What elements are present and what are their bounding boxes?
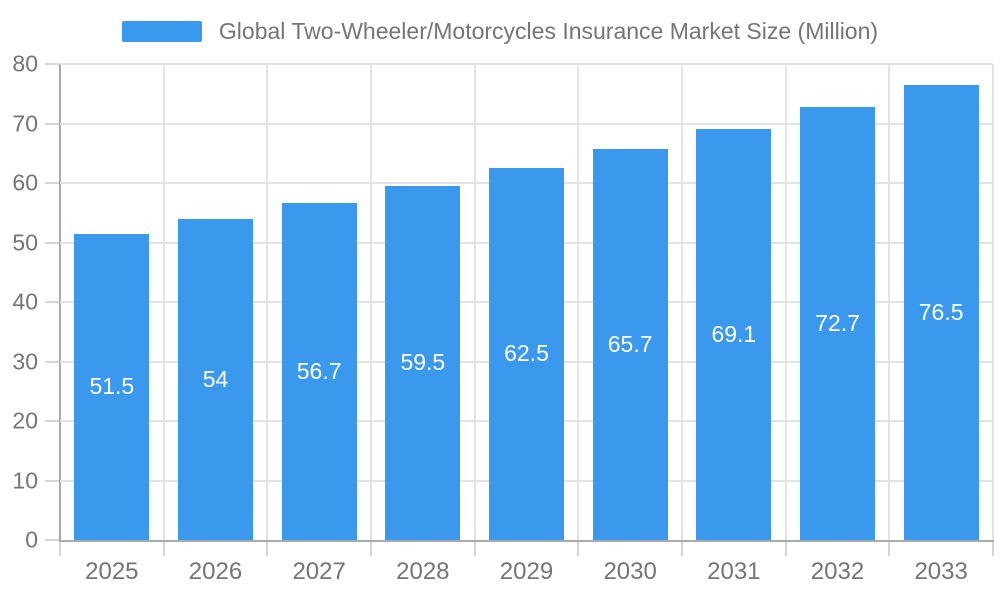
y-axis-label-60: 60	[12, 169, 38, 196]
bar-value-label-2030: 65.7	[607, 330, 653, 357]
bar-2030[interactable]: 65.7	[592, 149, 668, 540]
v-gridline-4	[473, 64, 476, 540]
y-axis-label-40: 40	[12, 288, 38, 315]
x-axis-tick-0	[59, 542, 61, 556]
y-axis-line	[59, 64, 61, 542]
y-axis-tick-50	[45, 241, 59, 244]
plot-area: 51.5 54 56.7 59.5 62.5 65.7 69.1 72.7 76.5	[60, 63, 994, 540]
x-axis-line	[59, 540, 994, 542]
bar-value-label-2033: 76.5	[918, 298, 964, 325]
x-axis-tick-4	[473, 542, 476, 556]
y-axis-tick-20	[45, 420, 59, 422]
y-axis-label-0: 0	[25, 526, 38, 553]
bar-2031[interactable]: 69.1	[696, 128, 772, 540]
bar-value-label-2026: 54	[202, 365, 229, 392]
x-axis-tick-2	[266, 542, 269, 556]
h-gridline-80	[60, 63, 993, 65]
y-axis-tick-0	[45, 539, 59, 541]
x-axis-label-2033: 2033	[914, 558, 968, 585]
x-axis-label-2029: 2029	[499, 558, 554, 585]
bar-2032[interactable]: 72.7	[800, 107, 875, 540]
x-axis-tick-9	[992, 542, 994, 556]
x-axis-tick-7	[784, 542, 787, 556]
x-axis-label-2028: 2028	[396, 558, 450, 585]
y-axis-label-50: 50	[12, 228, 38, 255]
v-gridline-2	[266, 64, 269, 540]
x-axis-label-2031: 2031	[707, 558, 761, 585]
v-gridline-7	[784, 64, 787, 540]
y-axis-label-70: 70	[12, 109, 38, 136]
v-gridline-1	[162, 64, 165, 540]
h-gridline-70	[60, 122, 993, 125]
x-axis-tick-5	[577, 542, 580, 556]
x-axis-tick-6	[681, 542, 683, 556]
bar-value-label-2031: 69.1	[711, 320, 757, 347]
y-axis-tick-60	[45, 182, 59, 184]
y-axis-label-80: 80	[12, 50, 38, 77]
v-gridline-5	[577, 64, 580, 540]
bar-2025[interactable]: 51.5	[74, 233, 150, 540]
x-axis-label-2026: 2026	[188, 558, 243, 585]
y-axis-label-10: 10	[12, 466, 38, 493]
bar-value-label-2032: 72.7	[815, 310, 860, 337]
x-axis-label-2027: 2027	[292, 558, 346, 585]
y-axis-tick-40	[45, 301, 59, 303]
y-axis-label-30: 30	[12, 347, 38, 374]
x-axis-tick-8	[888, 542, 891, 556]
bar-value-label-2027: 56.7	[296, 357, 342, 384]
y-axis-tick-10	[45, 479, 59, 482]
bar-2029[interactable]: 62.5	[489, 168, 564, 540]
v-gridline-8	[888, 64, 891, 540]
y-axis-label-20: 20	[12, 407, 38, 434]
x-axis-label-2025: 2025	[85, 558, 139, 585]
y-axis-tick-30	[45, 360, 59, 363]
bar-value-label-2028: 59.5	[400, 349, 446, 376]
v-gridline-3	[370, 64, 372, 540]
bar-2033[interactable]: 76.5	[903, 84, 979, 540]
legend-label: Global Two-Wheeler/Motorcycles Insurance…	[218, 18, 879, 44]
y-axis-tick-80	[45, 63, 59, 65]
legend[interactable]: Global Two-Wheeler/Motorcycles Insurance…	[0, 18, 1000, 44]
bar-value-label-2029: 62.5	[504, 340, 549, 367]
v-gridline-9	[992, 64, 994, 540]
bar-value-label-2025: 51.5	[89, 373, 135, 400]
v-gridline-6	[681, 64, 683, 540]
x-axis-label-2030: 2030	[603, 558, 657, 585]
bar-2028[interactable]: 59.5	[385, 185, 461, 540]
x-axis-label-2032: 2032	[810, 558, 865, 585]
bar-2027[interactable]: 56.7	[281, 202, 357, 540]
bar-2026[interactable]: 54	[178, 218, 253, 540]
x-axis-tick-3	[370, 542, 372, 556]
y-axis-tick-70	[45, 122, 59, 125]
legend-swatch	[121, 20, 202, 42]
x-axis-tick-1	[162, 542, 165, 556]
